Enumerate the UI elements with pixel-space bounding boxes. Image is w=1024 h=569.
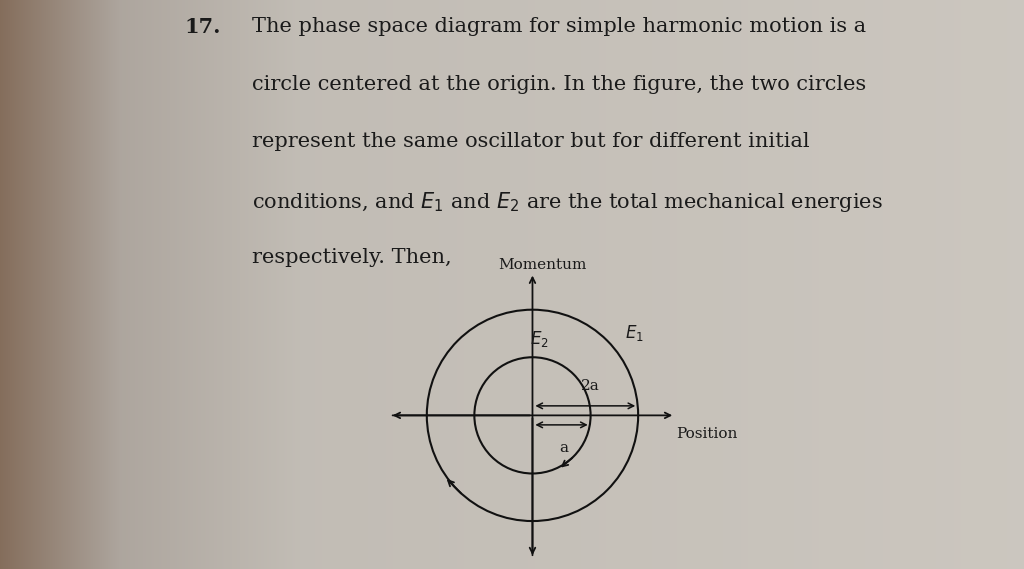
Text: represent the same oscillator but for different initial: represent the same oscillator but for di… xyxy=(252,133,810,151)
Text: $E_1$: $E_1$ xyxy=(625,323,644,344)
Text: Momentum: Momentum xyxy=(498,258,586,271)
Text: a: a xyxy=(560,441,568,455)
Text: 2a: 2a xyxy=(582,379,600,393)
Text: 17.: 17. xyxy=(184,17,221,37)
Text: $E_2$: $E_2$ xyxy=(529,329,549,349)
Text: Position: Position xyxy=(676,427,737,441)
Text: conditions, and $E_1$ and $E_2$ are the total mechanical energies: conditions, and $E_1$ and $E_2$ are the … xyxy=(252,190,883,214)
Text: The phase space diagram for simple harmonic motion is a: The phase space diagram for simple harmo… xyxy=(252,17,866,36)
Text: respectively. Then,: respectively. Then, xyxy=(252,248,452,267)
Text: circle centered at the origin. In the figure, the two circles: circle centered at the origin. In the fi… xyxy=(252,75,866,94)
